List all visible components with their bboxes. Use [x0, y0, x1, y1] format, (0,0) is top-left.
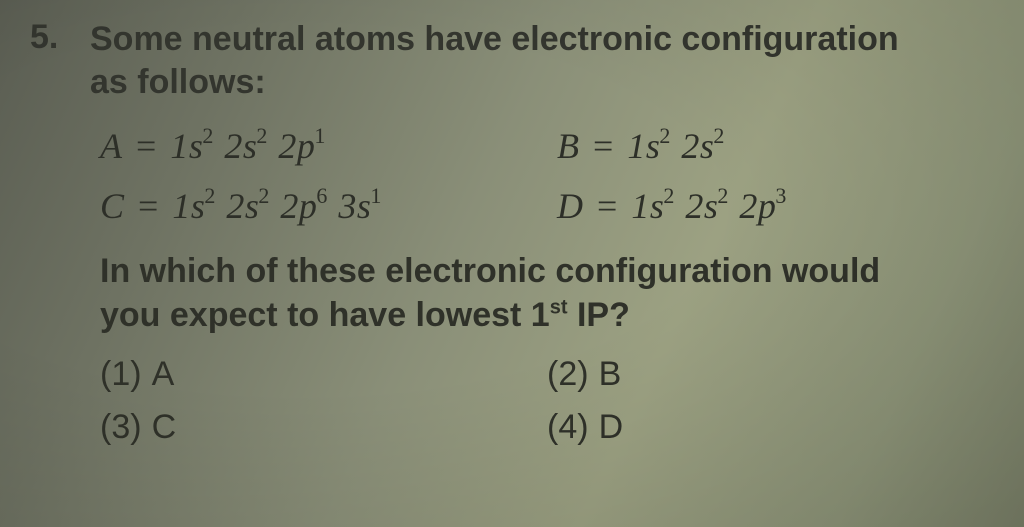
- followup-line-2-post: IP?: [568, 296, 630, 334]
- option-3: (3) C: [100, 408, 547, 447]
- question-line-1: Some neutral atoms have electronic confi…: [90, 20, 899, 58]
- option-2-value: B: [599, 355, 622, 394]
- option-2: (2) B: [547, 355, 994, 394]
- question-header: 5. Some neutral atoms have electronic co…: [30, 18, 994, 103]
- option-4: (4) D: [547, 408, 994, 447]
- option-2-label: (2): [547, 355, 589, 394]
- equation-c: C = 1s2 2s2 2p6 3s1: [100, 185, 537, 227]
- question-line-2: as follows:: [90, 63, 266, 101]
- followup-line-2-pre: you expect to have lowest 1: [100, 296, 550, 334]
- followup-text: In which of these electronic configurati…: [100, 249, 994, 337]
- option-3-label: (3): [100, 408, 142, 447]
- followup-sup: st: [550, 297, 568, 319]
- options-grid: (1) A (2) B (3) C (4) D: [100, 355, 994, 447]
- equation-b: B = 1s2 2s2: [557, 125, 994, 167]
- option-1-value: A: [152, 355, 175, 394]
- equation-a: A = 1s2 2s2 2p1: [100, 125, 537, 167]
- option-4-label: (4): [547, 408, 589, 447]
- option-1-label: (1): [100, 355, 142, 394]
- equation-d: D = 1s2 2s2 2p3: [557, 185, 994, 227]
- question-number: 5.: [30, 18, 90, 57]
- option-1: (1) A: [100, 355, 547, 394]
- followup-line-1: In which of these electronic configurati…: [100, 252, 880, 290]
- equations-grid: A = 1s2 2s2 2p1 B = 1s2 2s2 C = 1s2 2s2 …: [100, 125, 994, 227]
- option-4-value: D: [599, 408, 624, 447]
- option-3-value: C: [152, 408, 177, 447]
- question-block: 5. Some neutral atoms have electronic co…: [0, 0, 1024, 447]
- question-text: Some neutral atoms have electronic confi…: [90, 18, 994, 103]
